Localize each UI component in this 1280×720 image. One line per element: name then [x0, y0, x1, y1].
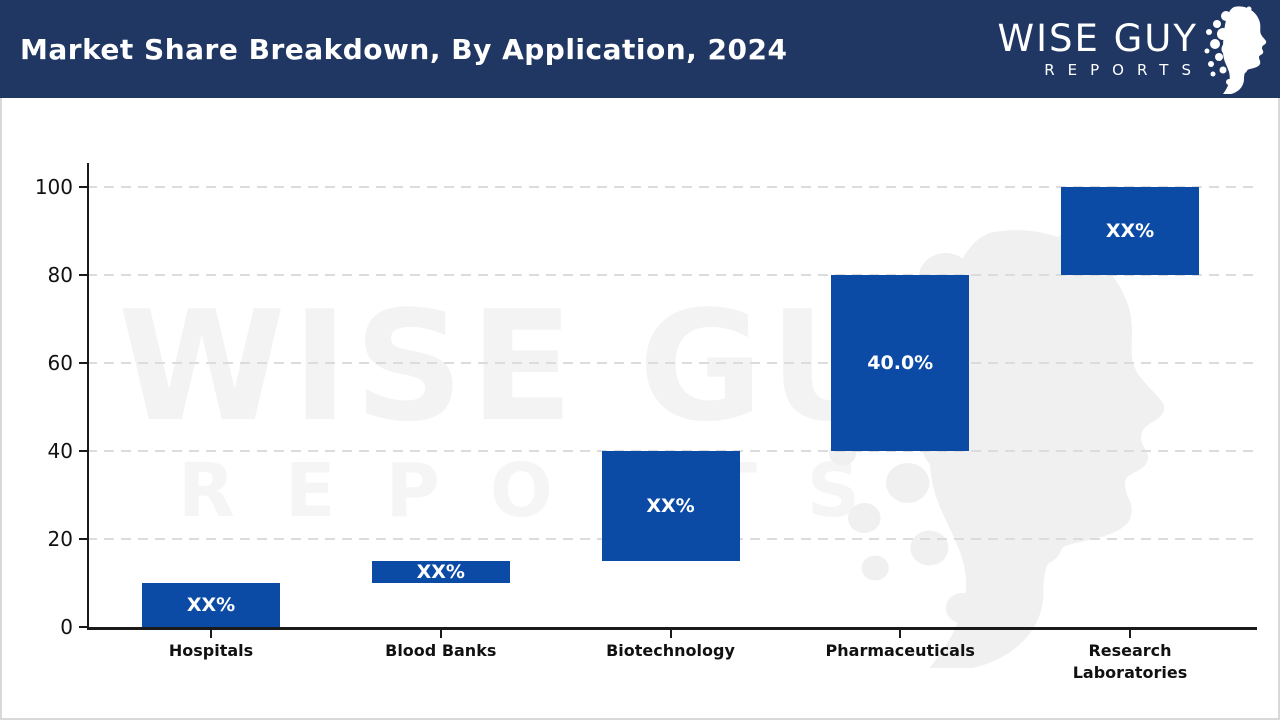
y-tick-label-40: 40: [47, 439, 73, 463]
watermark-subtext: REPORTS: [178, 448, 911, 534]
x-tick-biotechnology: [669, 630, 672, 638]
x-tick-pharmaceuticals: [899, 630, 902, 638]
gridline-100: [87, 186, 1257, 188]
y-tick-60: [79, 362, 87, 364]
y-tick-20: [79, 538, 87, 540]
x-tick-research-laboratories: [1129, 630, 1131, 638]
y-tick-label-60: 60: [47, 351, 73, 375]
bar-biotechnology: XX%: [601, 451, 740, 561]
bar-pharmaceuticals: 40.0%: [831, 275, 970, 451]
x-axis-line: [87, 627, 1257, 630]
header-bar: Market Share Breakdown, By Application, …: [0, 0, 1280, 98]
y-tick-label-100: 100: [34, 175, 73, 199]
category-label-biotechnology: Biotechnology: [606, 641, 735, 660]
y-tick-label-80: 80: [47, 263, 73, 287]
bar-value-label-research-laboratories: XX%: [1105, 220, 1155, 242]
y-axis-line: [87, 163, 89, 629]
bar-blood-banks: XX%: [371, 561, 510, 583]
y-tick-label-0: 0: [60, 615, 73, 639]
gridline-60: [87, 362, 1257, 364]
bar-value-label-hospitals: XX%: [186, 594, 236, 616]
gridline-80: [87, 274, 1257, 276]
bar-research-laboratories: XX%: [1061, 187, 1199, 275]
bar-hospitals: XX%: [142, 583, 280, 627]
y-tick-label-20: 20: [47, 527, 73, 551]
category-label-pharmaceuticals: Pharmaceuticals: [825, 641, 975, 660]
y-tick-40: [79, 450, 87, 452]
y-tick-0: [79, 626, 87, 628]
logo-brand: WISE GUY: [997, 16, 1198, 60]
logo-text: WISE GUY REPORTS: [998, 20, 1198, 79]
wiseguy-logo: WISE GUY REPORTS: [998, 0, 1272, 98]
x-tick-blood-banks: [439, 630, 442, 638]
y-tick-100: [79, 186, 87, 188]
category-label-blood-banks: Blood Banks: [385, 641, 497, 660]
bar-value-label-blood-banks: XX%: [416, 561, 465, 583]
y-tick-80: [79, 274, 87, 276]
logo-subtext: REPORTS: [1044, 60, 1204, 79]
bar-value-label-biotechnology: XX%: [646, 495, 695, 517]
bar-value-label-pharmaceuticals: 40.0%: [867, 352, 934, 374]
page-title: Market Share Breakdown, By Application, …: [20, 32, 788, 66]
category-label-hospitals: Hospitals: [168, 641, 254, 660]
x-tick-hospitals: [210, 630, 212, 638]
category-label-research-laboratories: Research Laboratories: [1072, 641, 1188, 682]
logo-face-icon: [1204, 6, 1267, 94]
